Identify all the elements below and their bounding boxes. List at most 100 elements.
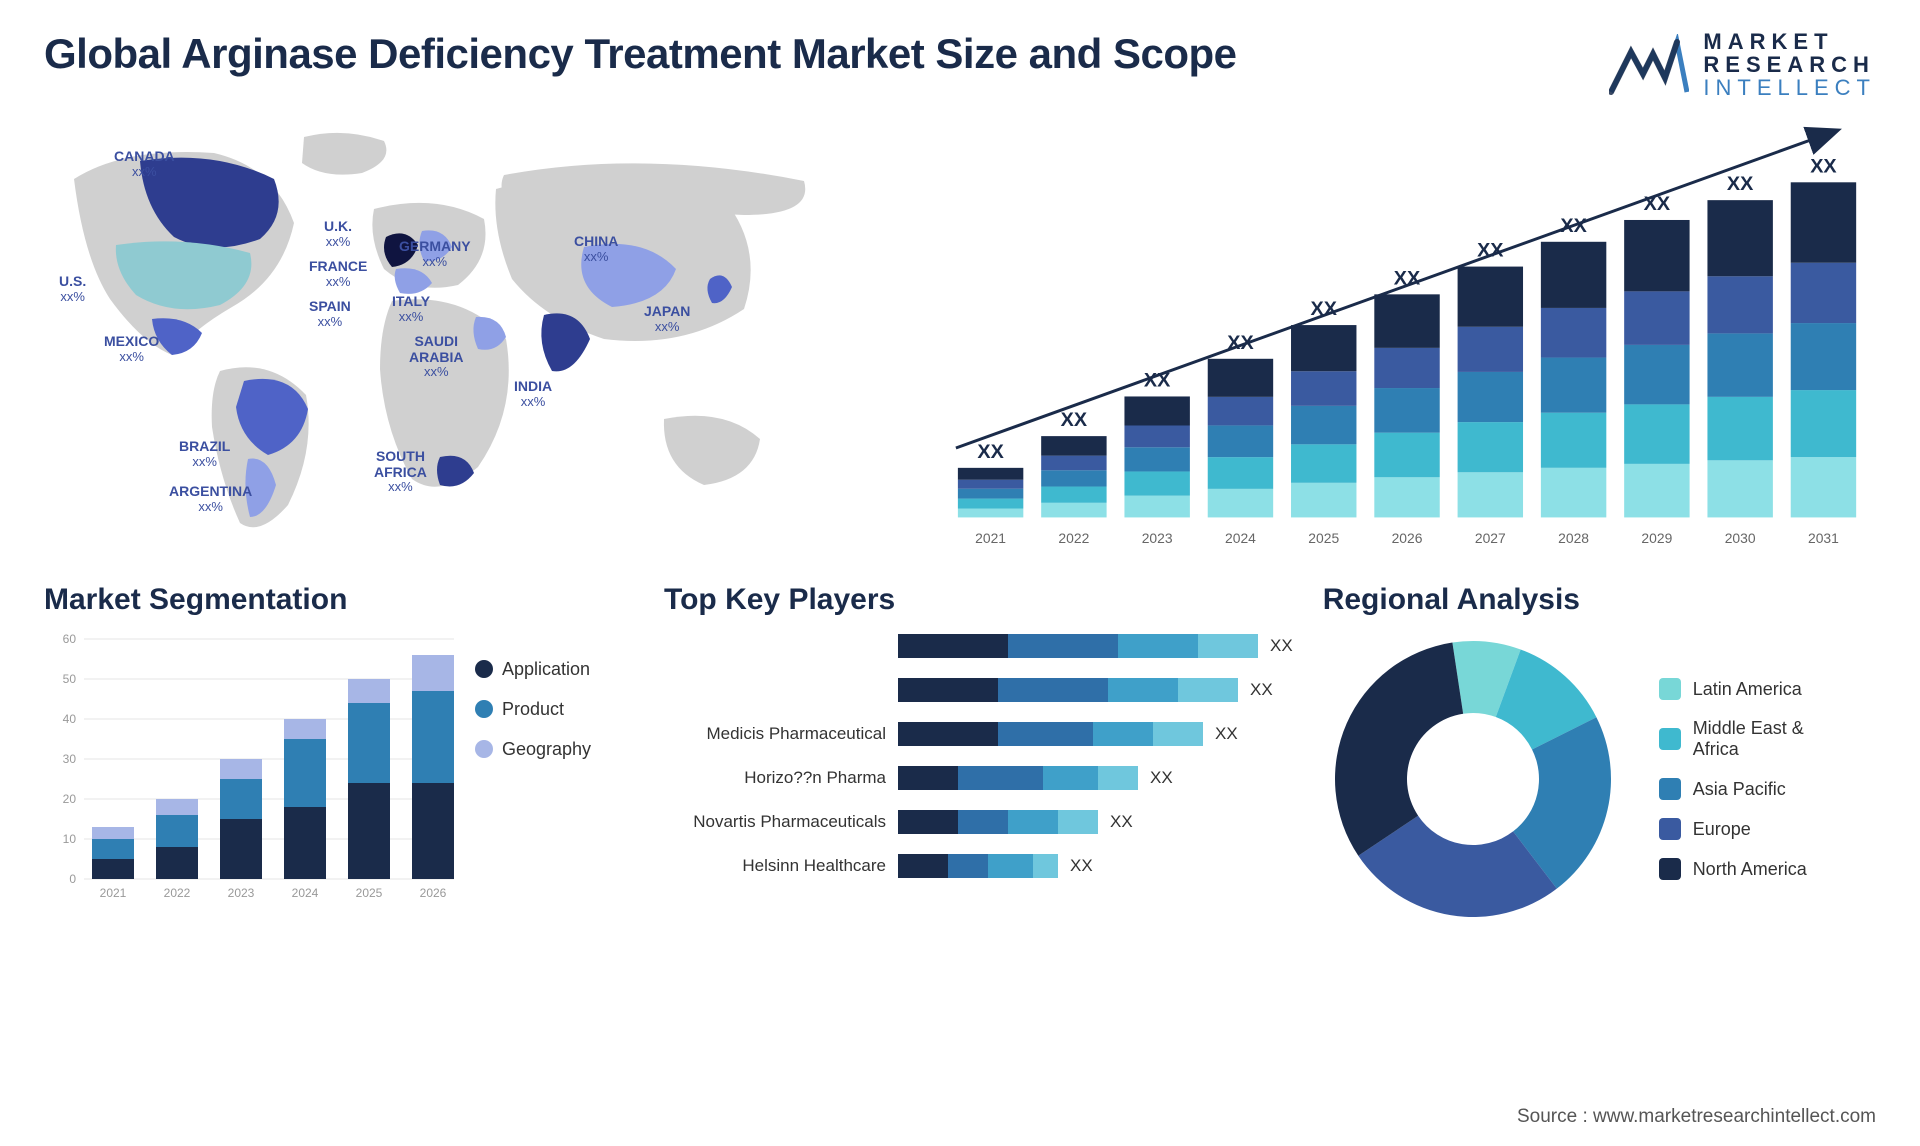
svg-text:2029: 2029 [1641,530,1672,546]
world-map: CANADAxx% U.S.xx% MEXICOxx% BRAZILxx% ARGENT… [44,119,914,549]
key-player-label: Medicis Pharmaceutical [664,724,894,744]
map-label: BRAZILxx% [179,439,230,469]
svg-text:2021: 2021 [100,886,127,900]
key-player-bar [898,678,1238,702]
legend-item: Asia Pacific [1659,778,1807,800]
svg-text:2025: 2025 [1308,530,1339,546]
svg-text:2031: 2031 [1808,530,1839,546]
segmentation-section: Market Segmentation 0 10 20 30 40 50 60 2021 202… [44,583,634,909]
segmentation-chart-svg: 0102030405060202120222023202420252026App… [44,629,634,909]
svg-text:2030: 2030 [1725,530,1756,546]
key-player-bar [898,766,1138,790]
svg-text:2026: 2026 [1392,530,1423,546]
legend-item: North America [1659,858,1807,880]
key-player-bar [898,722,1203,746]
svg-text:XX: XX [1061,409,1088,431]
logo-line3: INTELLECT [1703,76,1876,99]
legend-label: Asia Pacific [1693,779,1786,800]
svg-text:2024: 2024 [292,886,319,900]
svg-text:XX: XX [1727,174,1754,196]
key-player-row: Medicis Pharmaceutical XX [664,717,1293,751]
legend-item: Latin America [1659,678,1807,700]
logo-line2: RESEARCH [1703,53,1876,76]
forecast-chart: XX2021XX2022XX2023XX2024XX2025XX2026XX20… [944,119,1876,549]
map-label: U.K.xx% [324,219,352,249]
brand-logo: MARKET RESEARCH INTELLECT [1609,30,1876,99]
key-player-value: XX [1150,768,1173,788]
map-label: CANADAxx% [114,149,175,179]
map-label: INDIAxx% [514,379,552,409]
key-player-value: XX [1110,812,1133,832]
map-label: SOUTHAFRICAxx% [374,449,427,494]
svg-text:XX: XX [1810,156,1837,178]
svg-text:2027: 2027 [1475,530,1506,546]
svg-text:2021: 2021 [975,530,1006,546]
svg-text:50: 50 [63,672,77,686]
logo-mark-icon [1609,34,1689,96]
svg-text:XX: XX [977,441,1004,463]
map-label: GERMANYxx% [399,239,471,269]
logo-line1: MARKET [1703,30,1876,53]
map-label: CHINAxx% [574,234,618,264]
key-players-chart: XXXXMedicis PharmaceuticalXXHorizo??n Ph… [664,629,1293,909]
svg-text:2022: 2022 [1058,530,1089,546]
header: Global Arginase Deficiency Treatment Mar… [44,30,1876,99]
key-player-row: XX [664,629,1293,663]
key-players-title: Top Key Players [664,583,1293,617]
svg-text:Application: Application [502,659,590,679]
key-player-label: Novartis Pharmaceuticals [664,812,894,832]
key-player-value: XX [1270,636,1293,656]
legend-label: Middle East &Africa [1693,718,1804,760]
svg-text:2028: 2028 [1558,530,1589,546]
source-label: Source : www.marketresearchintellect.com [1517,1106,1876,1128]
svg-text:20: 20 [63,792,77,806]
map-label: JAPANxx% [644,304,690,334]
svg-text:30: 30 [63,752,77,766]
map-label: ARGENTINAxx% [169,484,252,514]
map-label: ITALYxx% [392,294,430,324]
key-player-label: Helsinn Healthcare [664,856,894,876]
legend-item: Europe [1659,818,1807,840]
donut-svg [1323,629,1623,929]
logo-text: MARKET RESEARCH INTELLECT [1703,30,1876,99]
segmentation-title: Market Segmentation [44,583,634,617]
key-player-row: Horizo??n Pharma XX [664,761,1293,795]
key-player-row: XX [664,673,1293,707]
page-title: Global Arginase Deficiency Treatment Mar… [44,30,1237,78]
segmentation-chart: 0102030405060202120222023202420252026App… [44,629,634,909]
regional-chart: Latin America Middle East &Africa Asia Pac… [1323,629,1876,909]
regional-section: Regional Analysis Latin America Middle Ea… [1323,583,1876,909]
svg-text:0: 0 [69,872,76,886]
key-player-label: Horizo??n Pharma [664,768,894,788]
key-player-bar [898,634,1258,658]
key-players-section: Top Key Players XXXXMedicis Pharmaceutic… [664,583,1293,909]
regional-title: Regional Analysis [1323,583,1876,617]
svg-text:10: 10 [63,832,77,846]
svg-text:40: 40 [63,712,77,726]
svg-text:2024: 2024 [1225,530,1256,546]
key-player-row: Helsinn HealthcareXX [664,849,1293,883]
map-label: FRANCExx% [309,259,367,289]
svg-text:60: 60 [63,632,77,646]
key-player-value: XX [1215,724,1238,744]
map-label: SPAINxx% [309,299,351,329]
legend-label: Europe [1693,819,1751,840]
svg-text:Geography: Geography [502,739,591,759]
svg-text:Product: Product [502,699,564,719]
forecast-chart-svg: XX2021XX2022XX2023XX2024XX2025XX2026XX20… [944,119,1876,549]
map-label: U.S.xx% [59,274,86,304]
legend-label: Latin America [1693,679,1802,700]
svg-text:2026: 2026 [420,886,447,900]
key-player-row: Novartis Pharmaceuticals XX [664,805,1293,839]
svg-text:2023: 2023 [228,886,255,900]
map-label: SAUDIARABIAxx% [409,334,463,379]
svg-text:2022: 2022 [164,886,191,900]
key-player-value: XX [1250,680,1273,700]
map-label: MEXICOxx% [104,334,159,364]
donut-legend: Latin America Middle East &Africa Asia Pac… [1659,678,1807,880]
key-player-bar [898,810,1098,834]
key-player-bar [898,854,1058,878]
legend-item: Middle East &Africa [1659,718,1807,760]
svg-text:2023: 2023 [1142,530,1173,546]
legend-label: North America [1693,859,1807,880]
